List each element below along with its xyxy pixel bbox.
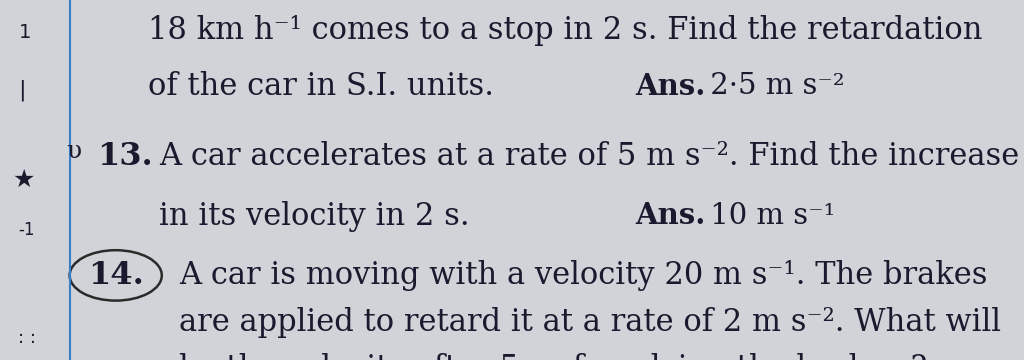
- Text: in its velocity in 2 s.: in its velocity in 2 s.: [159, 201, 469, 231]
- Text: -1: -1: [18, 221, 35, 239]
- Text: 13.: 13.: [97, 141, 153, 172]
- Text: are applied to retard it at a rate of 2 m s⁻². What will: are applied to retard it at a rate of 2 …: [179, 307, 1001, 338]
- Text: 10 m s⁻¹: 10 m s⁻¹: [701, 202, 836, 230]
- Text: be the velocity after 5 s of applying the brakes ?.: be the velocity after 5 s of applying th…: [179, 354, 937, 360]
- Text: of the car in S.I. units.: of the car in S.I. units.: [148, 71, 495, 102]
- Text: Ans.: Ans.: [635, 72, 706, 101]
- Text: : :: : :: [18, 329, 37, 347]
- Text: |: |: [18, 79, 26, 101]
- Text: ★: ★: [12, 168, 35, 192]
- Text: Ans.: Ans.: [635, 202, 706, 230]
- Text: A car accelerates at a rate of 5 m s⁻². Find the increase: A car accelerates at a rate of 5 m s⁻². …: [159, 141, 1019, 172]
- Text: 18 km h⁻¹ comes to a stop in 2 s. Find the retardation: 18 km h⁻¹ comes to a stop in 2 s. Find t…: [148, 15, 983, 46]
- Text: υ: υ: [67, 140, 82, 163]
- Text: 14.: 14.: [88, 260, 143, 291]
- Text: 1: 1: [18, 23, 31, 42]
- Text: 2·5 m s⁻²: 2·5 m s⁻²: [701, 72, 845, 100]
- Text: A car is moving with a velocity 20 m s⁻¹. The brakes: A car is moving with a velocity 20 m s⁻¹…: [179, 260, 988, 291]
